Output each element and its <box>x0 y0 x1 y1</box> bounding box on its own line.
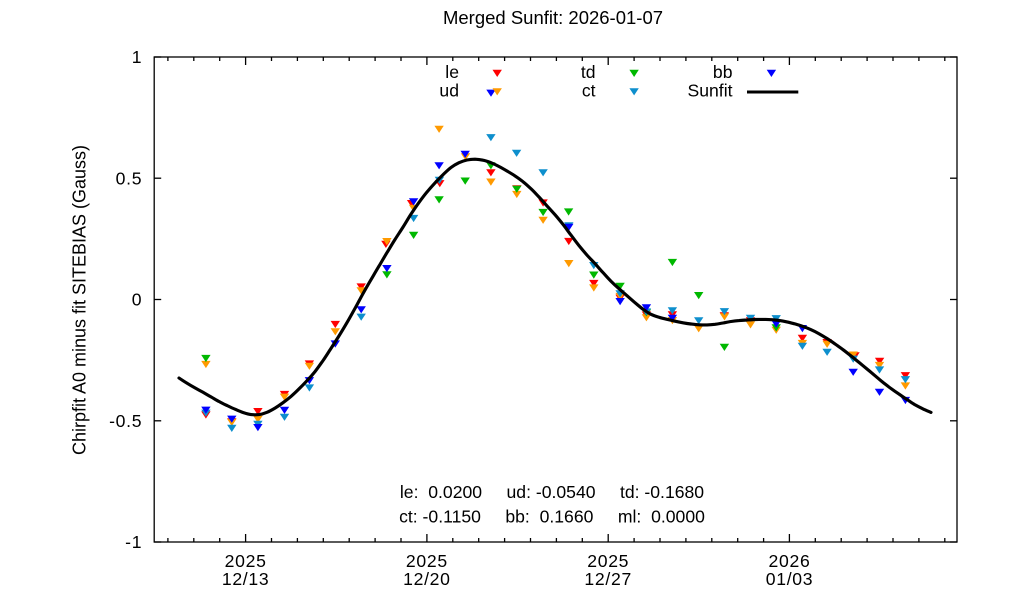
svg-text:Sunfit: Sunfit <box>688 81 733 101</box>
svg-text:ud: ud <box>439 81 459 101</box>
svg-text:td: td <box>581 62 596 82</box>
svg-text:0.5: 0.5 <box>116 168 143 188</box>
svg-text:0: 0 <box>132 290 143 310</box>
svg-text:Merged Sunfit: 2026-01-07: Merged Sunfit: 2026-01-07 <box>443 7 663 28</box>
svg-text:1: 1 <box>132 47 143 67</box>
svg-text:bb: bb <box>713 62 733 82</box>
svg-text:12/13: 12/13 <box>222 569 270 589</box>
svg-text:12/27: 12/27 <box>584 569 632 589</box>
svg-text:2026: 2026 <box>769 551 811 571</box>
svg-text:2025: 2025 <box>587 551 629 571</box>
svg-text:01/03: 01/03 <box>766 569 814 589</box>
svg-text:le: 0.0200 ud: -0.0540: le: 0.0200 ud: -0.0540 td: -0.1680 <box>400 482 704 502</box>
svg-text:ct: -0.1150 bb: 0.1660: ct: -0.1150 bb: 0.1660 ml: 0.0000 <box>399 507 705 527</box>
svg-text:-1: -1 <box>125 532 142 552</box>
svg-text:-0.5: -0.5 <box>109 411 142 431</box>
svg-text:ct: ct <box>582 81 596 101</box>
svg-text:le: le <box>445 62 459 82</box>
svg-text:2025: 2025 <box>225 551 267 571</box>
svg-text:2025: 2025 <box>406 551 448 571</box>
svg-text:12/20: 12/20 <box>403 569 451 589</box>
svg-text:Chirpfit A0 minus fit SITEBIAS: Chirpfit A0 minus fit SITEBIAS (Gauss) <box>70 145 90 455</box>
